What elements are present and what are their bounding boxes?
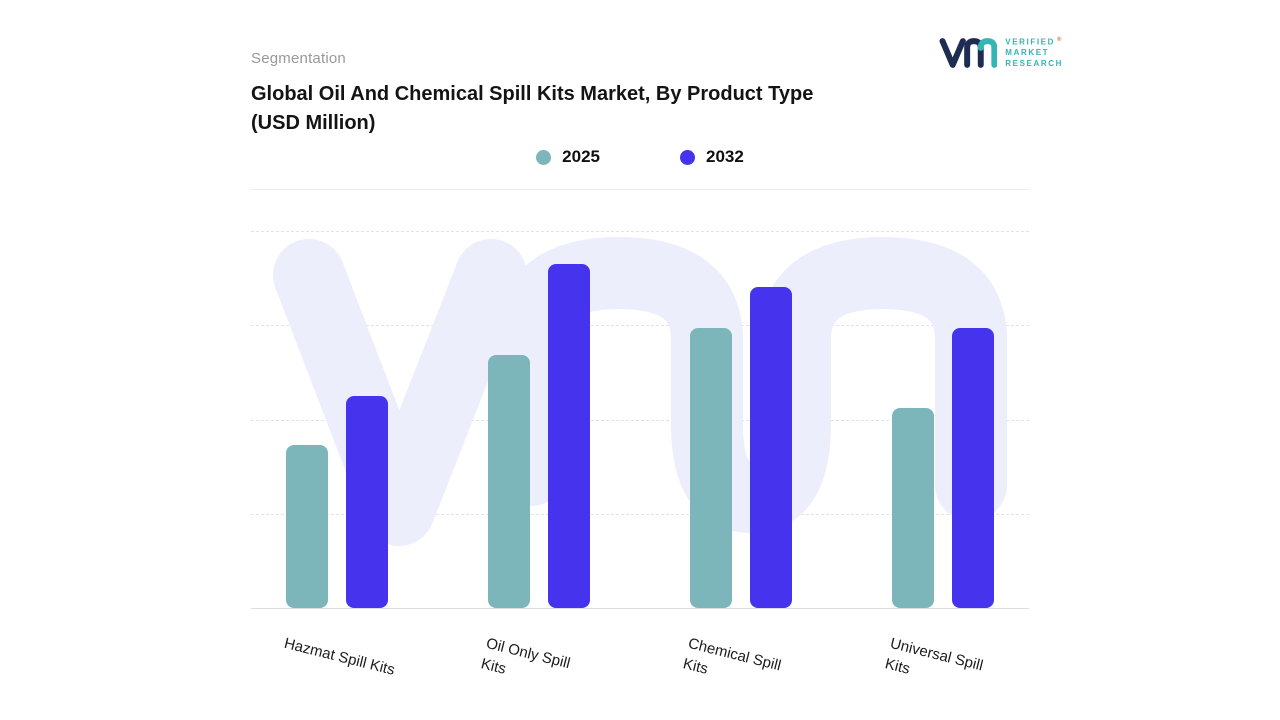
gridline [251,514,1029,515]
segmentation-label: Segmentation [251,50,346,67]
registered-mark: ® [1057,36,1062,43]
bar-group-oil-only-spill-kits [488,230,590,608]
bar-group-hazmat-spill-kits [286,230,388,608]
bar-2025-universal-spill-kits [892,407,934,608]
title-line-2: (USD Million) [251,112,376,134]
legend-label-2032: 2032 [706,147,744,166]
logo-word-verified: VERIFIED [1005,37,1055,47]
logo-line-market: MARKET [1005,48,1050,58]
bar-2032-chemical-spill-kits [750,286,792,608]
page-title: Global Oil And Chemical Spill Kits Marke… [251,80,1029,138]
bar-2032-universal-spill-kits [952,328,994,608]
vmr-logo-mark-icon [939,38,998,68]
gridline [251,420,1029,421]
header-divider [251,189,1029,190]
x-axis-label-chemical-spill-kits: Chemical Spill Kits [681,633,783,697]
bar-2025-chemical-spill-kits [690,328,732,608]
legend-dot-2032-icon [680,149,695,165]
x-axis-label-line: Hazmat Spill Kits [282,634,397,679]
vmr-logo: VERIFIED ® MARKET RESEARCH [939,36,1063,70]
gridline [251,231,1029,232]
x-axis-label-hazmat-spill-kits: Hazmat Spill Kits [282,633,397,681]
bar-group-chemical-spill-kits [690,230,792,608]
legend-item-2032: 2032 [680,147,744,167]
bar-2032-oil-only-spill-kits [548,264,590,608]
bar-2032-hazmat-spill-kits [346,396,388,608]
title-line-1: Global Oil And Chemical Spill Kits Marke… [251,83,814,105]
chart-area [251,231,1029,609]
legend-item-2025: 2025 [536,147,600,167]
bar-2025-hazmat-spill-kits [286,445,328,608]
chart-page: Segmentation VERIFIED ® MARKET RESEARCH G… [251,0,1061,719]
chart-legend: 2025 2032 [251,147,1029,167]
legend-label-2025: 2025 [562,147,600,166]
x-axis-label-universal-spill-kits: Universal Spill Kits [883,633,985,697]
plot-area [251,231,1029,609]
bar-group-universal-spill-kits [892,230,994,608]
x-axis-labels: Hazmat Spill Kits Oil Only Spill Kits Chemi… [251,609,1029,719]
logo-line-verified: VERIFIED ® [1005,37,1063,48]
x-axis-label-oil-only-spill-kits: Oil Only Spill Kits [479,633,572,695]
bar-2025-oil-only-spill-kits [488,354,530,608]
x-axis-baseline [251,608,1029,609]
gridline [251,325,1029,326]
legend-dot-2025-icon [536,149,552,165]
vmr-logo-text: VERIFIED ® MARKET RESEARCH [1005,37,1063,70]
logo-line-research: RESEARCH [1005,59,1063,69]
